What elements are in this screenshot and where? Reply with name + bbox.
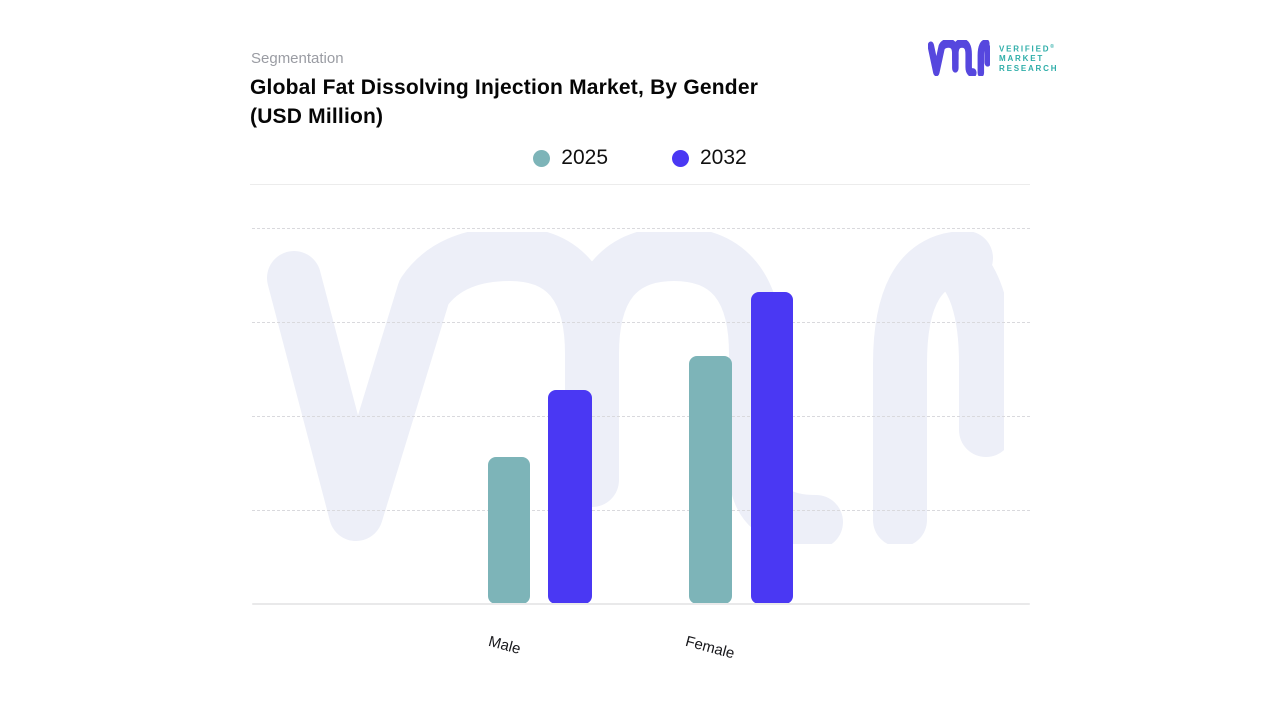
legend-label-2025: 2025: [561, 146, 608, 169]
x-label-male: Male: [486, 633, 523, 658]
vmr-logo-icon: [928, 40, 990, 76]
registered-icon: ®: [1050, 43, 1054, 50]
gridline: [252, 416, 1030, 417]
segmentation-label: Segmentation: [251, 50, 344, 67]
legend-item-2032: 2032: [672, 146, 747, 170]
chart-title: Global Fat Dissolving Injection Market, …: [250, 73, 758, 131]
bar-female-2032: [751, 292, 793, 604]
x-axis-line: [252, 603, 1030, 605]
bar-female-2025: [689, 356, 732, 604]
legend-divider: [250, 184, 1030, 185]
gridline: [252, 322, 1030, 323]
wordmark-line2: MARKET: [999, 54, 1045, 64]
vmr-watermark-icon: [267, 232, 1004, 544]
chart-title-line2: (USD Million): [250, 105, 384, 128]
bar-male-2032: [548, 390, 592, 604]
wordmark-line3: RESEARCH: [999, 64, 1059, 74]
chart-legend: 2025 2032: [250, 146, 1030, 170]
legend-swatch-2025-icon: [533, 149, 551, 167]
x-label-female: Female: [683, 633, 737, 663]
bar-male-2025: [488, 457, 530, 604]
vmr-logo: VERIFIED® MARKET RESEARCH: [928, 40, 1058, 76]
gridline: [252, 510, 1030, 511]
vmr-logo-wordmark: VERIFIED® MARKET RESEARCH: [999, 42, 1058, 75]
wordmark-line1: VERIFIED®: [999, 43, 1054, 54]
legend-item-2025: 2025: [533, 146, 608, 170]
plot-area: [252, 228, 1030, 605]
legend-label-2032: 2032: [700, 146, 747, 169]
legend-swatch-2032-icon: [672, 149, 689, 167]
gridline: [252, 228, 1030, 229]
chart-title-line1: Global Fat Dissolving Injection Market, …: [250, 76, 759, 99]
